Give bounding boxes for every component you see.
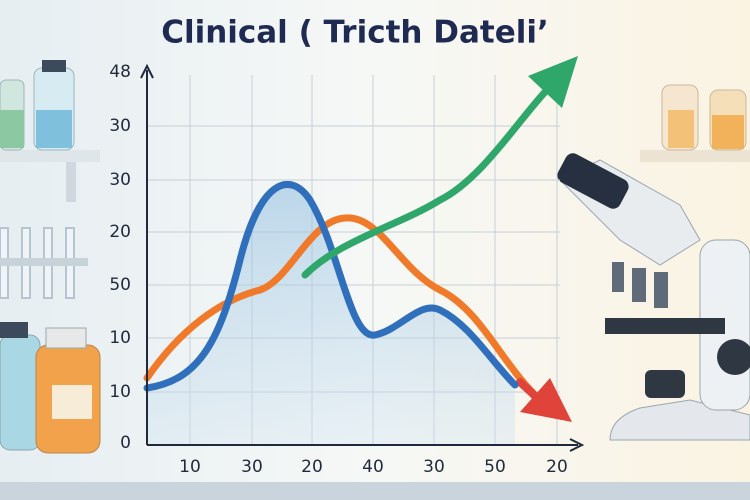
x-tick-label: 40 (362, 457, 384, 477)
blue-area (147, 184, 515, 445)
title: Clinical ( Tricth Dateli’ (161, 15, 549, 51)
x-tick-label: 30 (423, 457, 445, 477)
axes (140, 63, 585, 452)
bench (0, 482, 750, 500)
tick-labels: 48 30 30 20 50 10 10 0 10 30 20 40 30 50 20 (109, 62, 567, 477)
y-tick-label: 48 (109, 62, 131, 82)
curves (143, 56, 578, 445)
orange-curve (143, 214, 539, 399)
red-arrowhead (520, 378, 572, 422)
y-tick-label: 20 (109, 222, 131, 242)
y-tick-label: 50 (109, 275, 131, 295)
green-curve (301, 88, 549, 279)
x-tick-label: 30 (241, 457, 263, 477)
green-arrowhead (528, 56, 578, 108)
y-tick-label: 30 (109, 170, 131, 190)
blue-curve (143, 181, 519, 392)
y-tick-label: 30 (109, 116, 131, 136)
y-tick-label: 10 (109, 382, 131, 402)
left-lab-props (0, 60, 101, 454)
right-lab-props (557, 84, 750, 441)
x-tick-label: 10 (179, 457, 201, 477)
x-tick-label: 20 (546, 457, 568, 477)
y-tick-label: 0 (120, 433, 131, 453)
x-tick-label: 50 (484, 457, 506, 477)
y-tick-label: 10 (109, 328, 131, 348)
x-tick-label: 20 (301, 457, 323, 477)
